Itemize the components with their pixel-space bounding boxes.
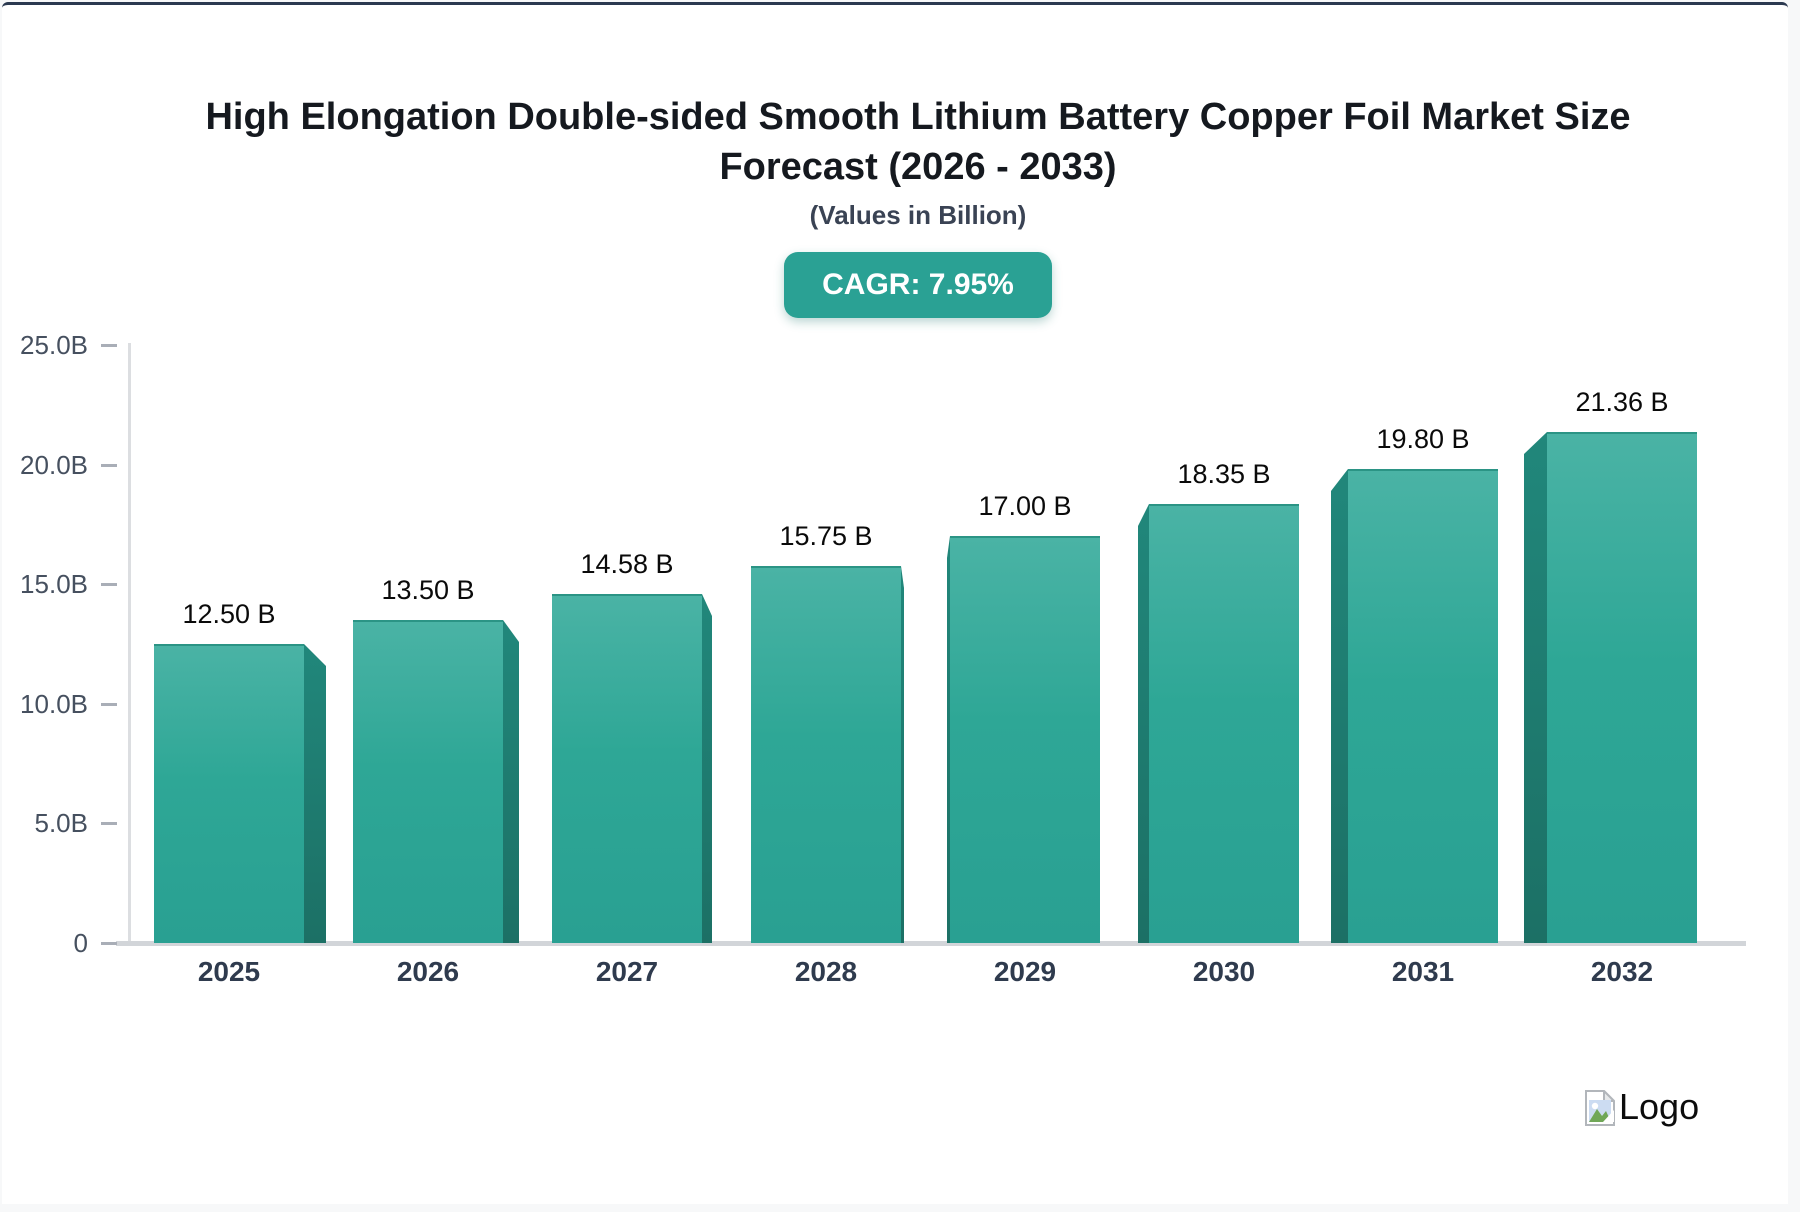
y-tick-label: 10.0B <box>20 689 88 719</box>
logo: Logo <box>1583 1086 1699 1128</box>
logo-text: Logo <box>1619 1086 1700 1127</box>
x-tick-label: 2031 <box>1391 956 1455 987</box>
x-tick-label: 2028 <box>794 956 858 987</box>
bar[interactable] <box>1149 504 1299 943</box>
bar-value-label: 21.36 B <box>1575 387 1669 417</box>
bar[interactable] <box>950 536 1100 943</box>
bar-value-label: 17.00 B <box>978 491 1072 521</box>
x-tick-label: 2026 <box>396 956 460 987</box>
bar-side-face <box>1331 469 1348 943</box>
bar-value-label: 13.50 B <box>381 575 475 605</box>
y-axis-line <box>128 343 131 945</box>
y-tick-mark <box>101 822 117 825</box>
y-tick-label: 15.0B <box>20 569 88 599</box>
x-tick-label: 2032 <box>1590 956 1654 987</box>
bar-value-label: 15.75 B <box>779 521 873 551</box>
bar-side-face <box>901 566 904 943</box>
x-axis-line <box>116 941 1746 946</box>
x-tick-label: 2025 <box>197 956 261 987</box>
y-tick-mark <box>101 942 117 945</box>
bar-value-label: 18.35 B <box>1177 459 1271 489</box>
title-line-2: Forecast (2026 - 2033) <box>719 146 1117 188</box>
bar-side-face <box>503 620 519 943</box>
bar[interactable] <box>1547 432 1697 943</box>
bar[interactable] <box>751 566 901 943</box>
bar-side-face <box>947 536 950 943</box>
bar-side-face <box>1138 504 1149 943</box>
y-tick-mark <box>101 344 117 347</box>
y-tick-label: 20.0B <box>20 450 88 480</box>
x-tick-label: 2030 <box>1192 956 1256 987</box>
y-tick-label: 25.0B <box>20 330 88 360</box>
chart-header: High Elongation Double-sided Smooth Lith… <box>25 92 1800 318</box>
bar-side-face <box>1524 432 1547 943</box>
bar-value-label: 19.80 B <box>1376 424 1470 454</box>
bar[interactable] <box>1348 469 1498 943</box>
bar-value-label: 14.58 B <box>580 549 674 579</box>
bar-side-face <box>702 594 712 943</box>
bar[interactable] <box>552 594 702 943</box>
page-title: High Elongation Double-sided Smooth Lith… <box>25 92 1800 192</box>
bar-value-label: 12.50 B <box>182 599 276 629</box>
cagr-badge: CAGR: 7.95% <box>784 252 1052 318</box>
y-tick-mark <box>101 583 117 586</box>
bar-side-face <box>304 644 326 943</box>
y-tick-mark <box>101 703 117 706</box>
x-tick-label: 2029 <box>993 956 1057 987</box>
title-line-1: High Elongation Double-sided Smooth Lith… <box>205 96 1631 138</box>
broken-image-icon <box>1585 1090 1615 1126</box>
chart-subtitle: (Values in Billion) <box>809 200 1027 230</box>
x-tick-label: 2027 <box>595 956 659 987</box>
y-tick-label: 0 <box>73 928 88 958</box>
bar[interactable] <box>353 620 503 943</box>
bar[interactable] <box>154 644 304 943</box>
y-tick-label: 5.0B <box>34 808 89 838</box>
y-tick-mark <box>101 464 117 467</box>
